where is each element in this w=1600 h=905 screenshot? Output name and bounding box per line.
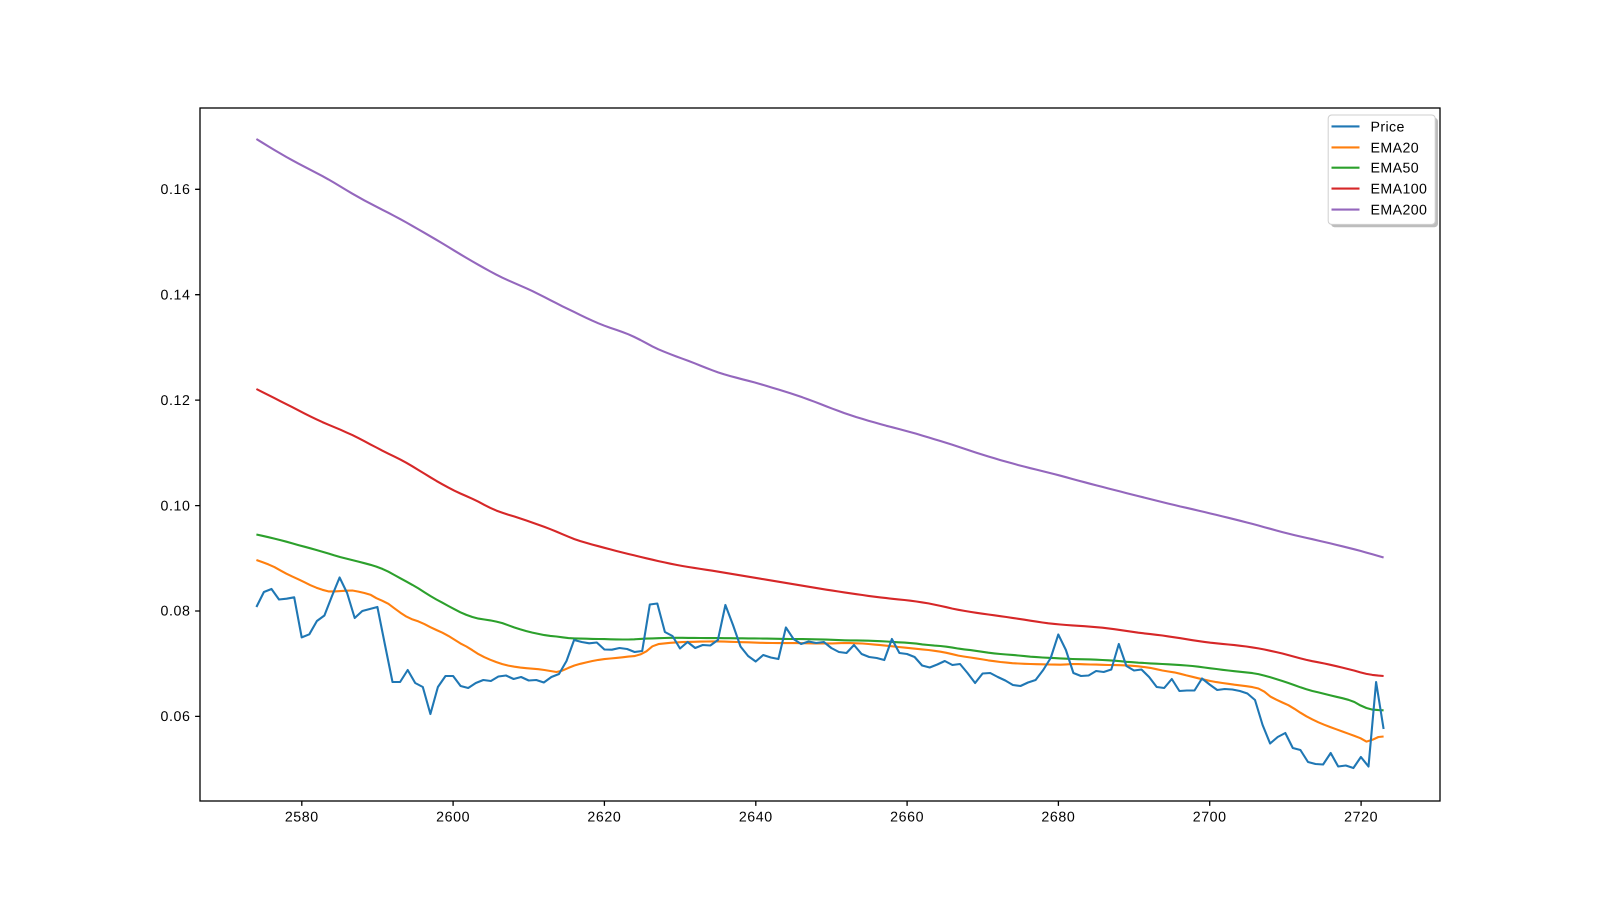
svg-text:0.12: 0.12	[160, 393, 190, 409]
svg-text:Price: Price	[1371, 119, 1405, 135]
svg-text:0.10: 0.10	[160, 498, 190, 514]
svg-text:2680: 2680	[1041, 809, 1075, 825]
svg-text:2600: 2600	[436, 809, 470, 825]
svg-text:EMA50: EMA50	[1371, 161, 1420, 177]
svg-text:EMA20: EMA20	[1371, 140, 1420, 156]
svg-text:2620: 2620	[587, 809, 621, 825]
svg-text:0.14: 0.14	[160, 287, 190, 303]
svg-text:2700: 2700	[1193, 809, 1227, 825]
svg-text:2580: 2580	[285, 809, 319, 825]
svg-text:0.08: 0.08	[160, 604, 190, 620]
svg-text:2660: 2660	[890, 809, 924, 825]
svg-text:0.16: 0.16	[160, 182, 190, 198]
svg-text:2720: 2720	[1344, 809, 1378, 825]
svg-text:EMA200: EMA200	[1371, 203, 1428, 219]
svg-text:0.06: 0.06	[160, 709, 190, 725]
svg-text:EMA100: EMA100	[1371, 182, 1428, 198]
svg-text:2640: 2640	[739, 809, 773, 825]
